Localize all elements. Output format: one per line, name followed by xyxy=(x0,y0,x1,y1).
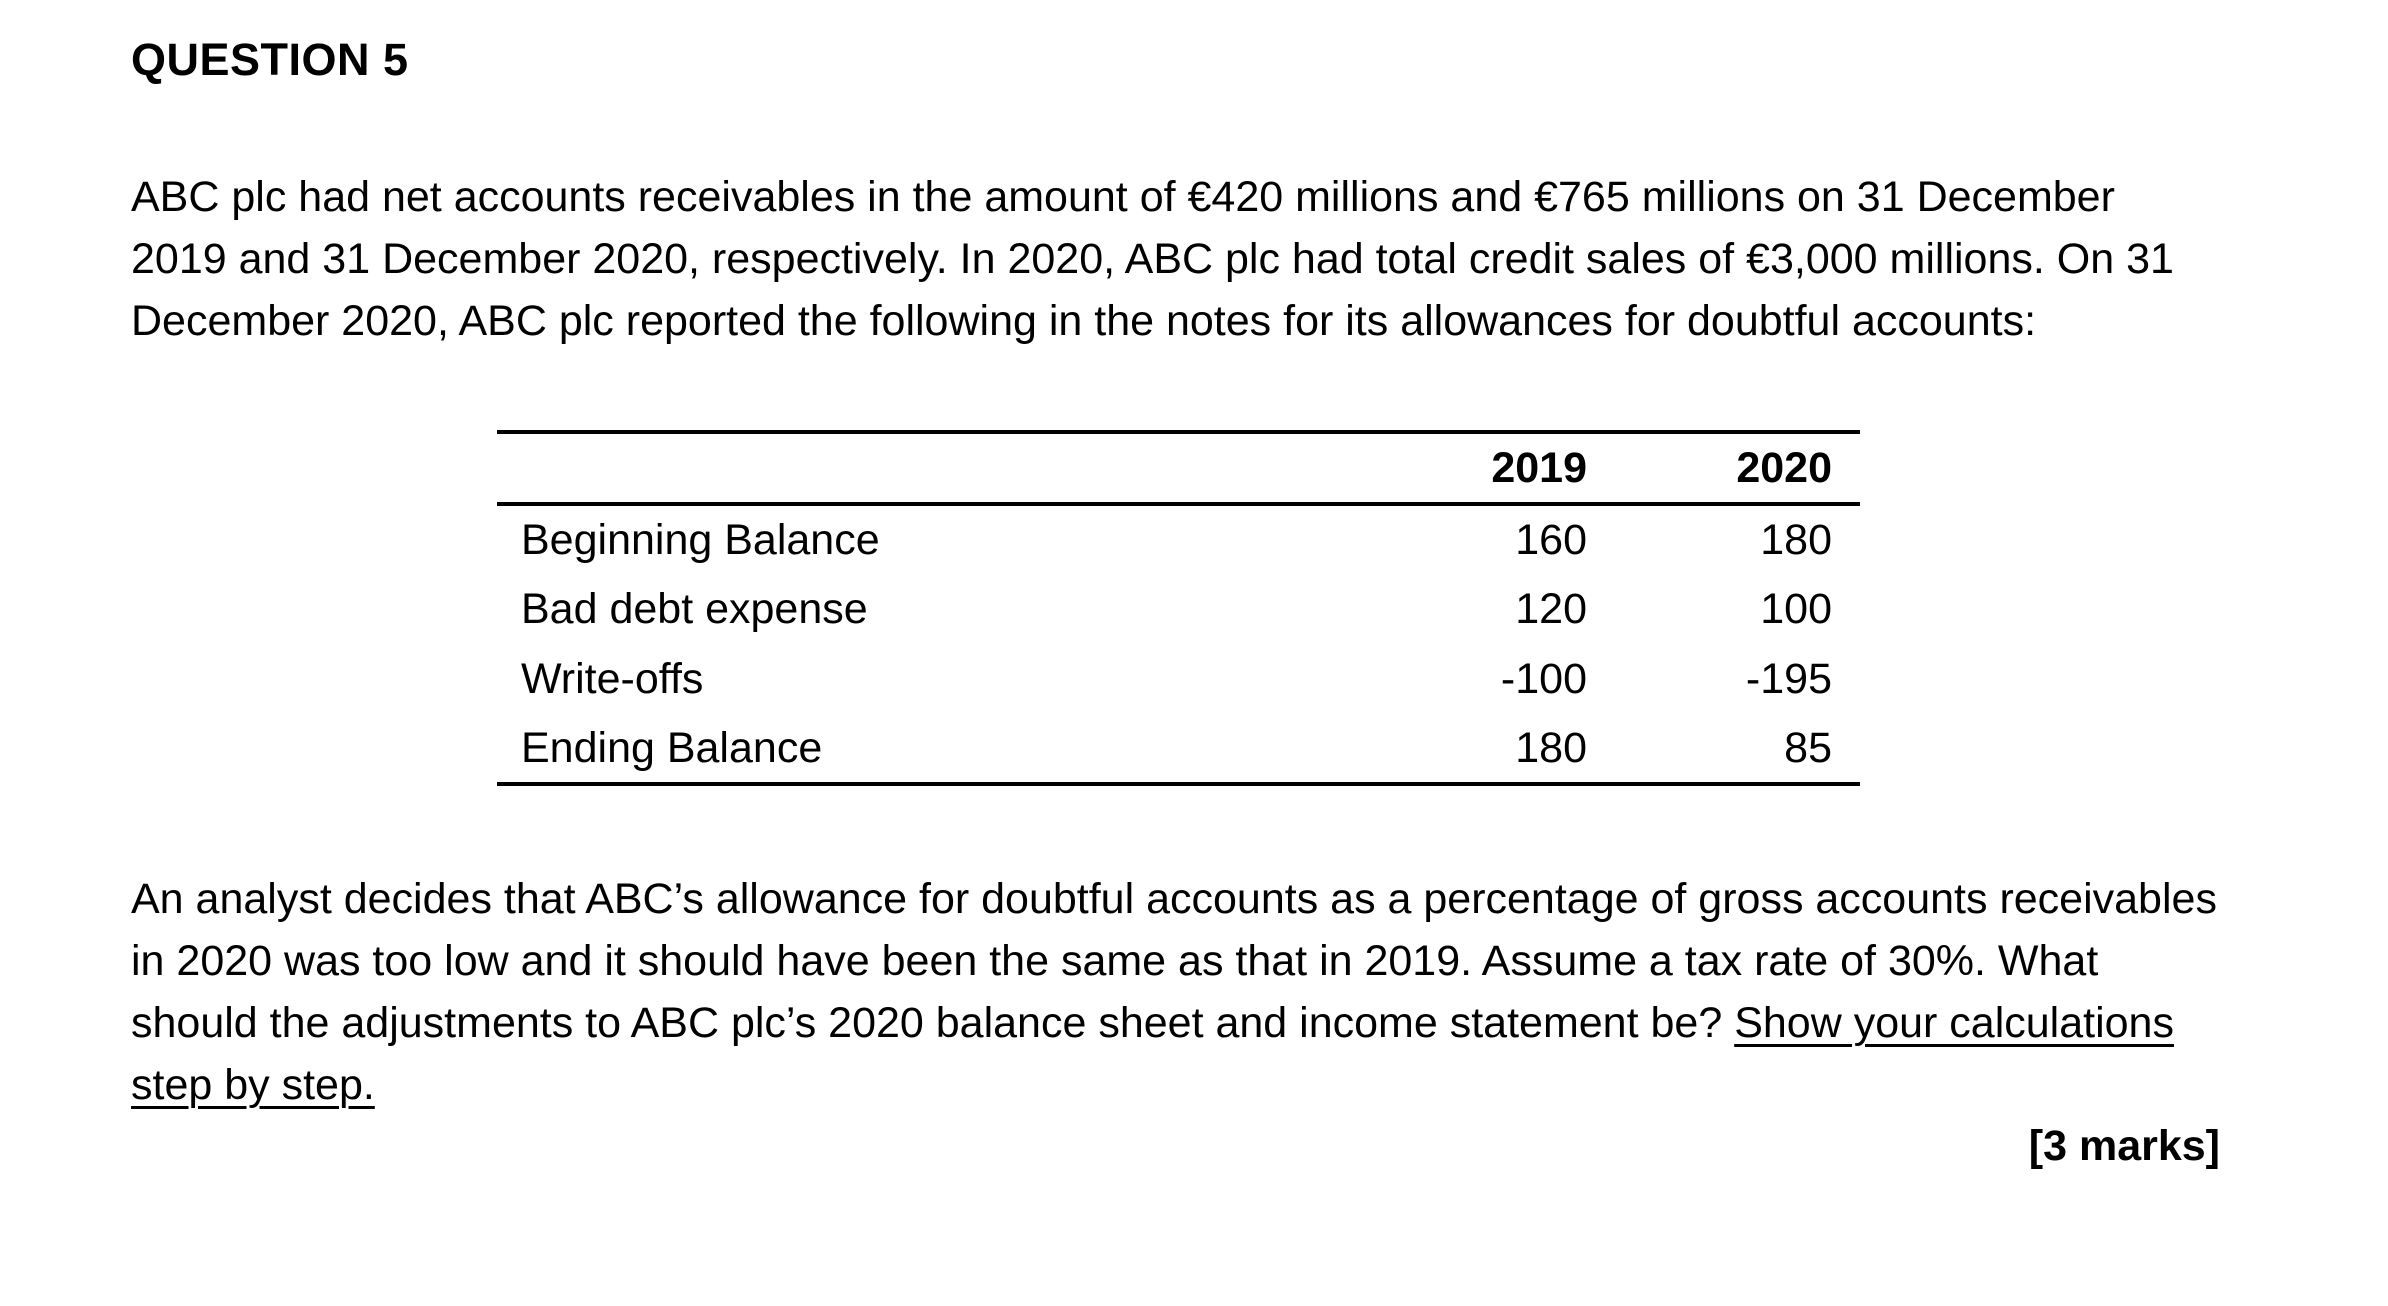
row-label: Ending Balance xyxy=(521,723,823,772)
value-2019: 120 xyxy=(1515,584,1587,633)
value-2019: -100 xyxy=(1500,654,1587,703)
value-2020: 180 xyxy=(1760,515,1832,564)
row-label: Bad debt expense xyxy=(521,584,868,633)
question-text: An analyst decides that ABC’s allowance … xyxy=(131,875,2217,1047)
marks-label: [3 marks] xyxy=(2028,1122,2220,1170)
question-paragraph: An analyst decides that ABC’s allowance … xyxy=(131,868,2220,1116)
table-header-row: 2019 2020 xyxy=(497,432,1860,504)
column-header-blank xyxy=(497,432,1370,504)
row-label: Beginning Balance xyxy=(521,515,880,564)
value-2020: 85 xyxy=(1784,723,1832,772)
value-2019: 180 xyxy=(1515,723,1587,772)
allowance-table-grid: 2019 2020 Beginning Balance 160 180 Bad … xyxy=(497,430,1860,786)
allowance-table: 2019 2020 Beginning Balance 160 180 Bad … xyxy=(497,430,2220,786)
underlined-instruction: Show your calculations step by step. xyxy=(131,999,2174,1109)
intro-paragraph: ABC plc had net accounts receivables in … xyxy=(131,173,2174,345)
column-header-2020: 2020 xyxy=(1736,443,1832,492)
value-2019: 160 xyxy=(1515,515,1587,564)
value-2020: -195 xyxy=(1745,654,1832,703)
table-row: Ending Balance 180 85 xyxy=(497,714,1860,784)
question-title: QUESTION 5 xyxy=(131,34,409,85)
column-header-2019: 2019 xyxy=(1491,443,1587,492)
table-row: Beginning Balance 160 180 xyxy=(497,504,1860,574)
row-label: Write-offs xyxy=(521,654,704,703)
table-row: Bad debt expense 120 100 xyxy=(497,574,1860,644)
table-row: Write-offs -100 -195 xyxy=(497,644,1860,714)
value-2020: 100 xyxy=(1760,584,1832,633)
